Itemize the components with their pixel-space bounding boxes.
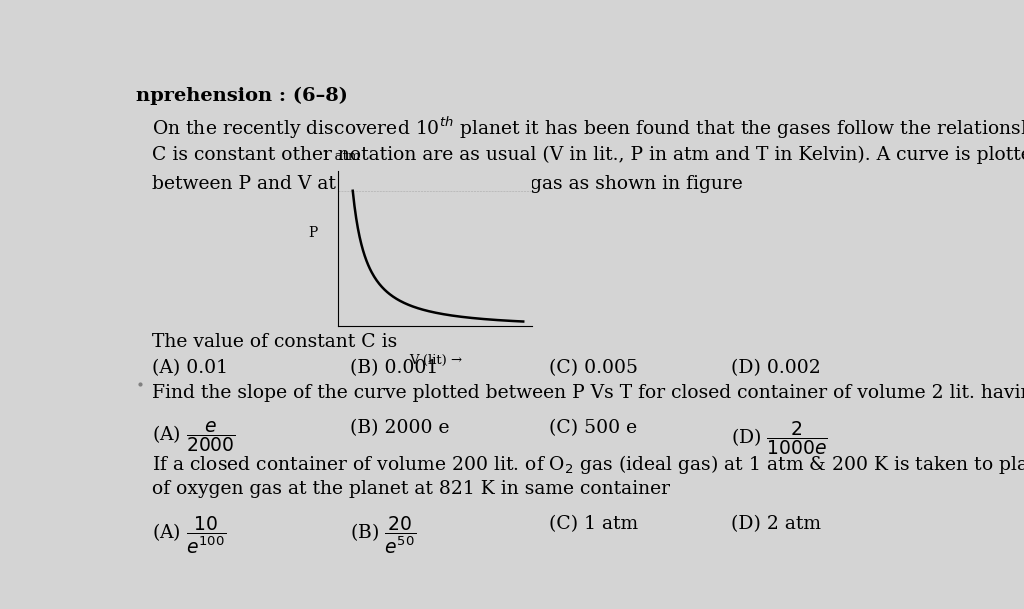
Text: (C) 500 e: (C) 500 e bbox=[549, 419, 637, 437]
Text: C is constant other notation are as usual (V in lit., P in atm and T in Kelvin).: C is constant other notation are as usua… bbox=[152, 146, 1024, 164]
Text: (B) 2000 e: (B) 2000 e bbox=[350, 419, 450, 437]
Text: (D) 0.002: (D) 0.002 bbox=[731, 359, 821, 377]
Text: Find the slope of the curve plotted between P Vs T for closed container of volum: Find the slope of the curve plotted betw… bbox=[152, 384, 1024, 401]
Text: V (lit) →: V (lit) → bbox=[409, 354, 462, 367]
Text: (C) 0.005: (C) 0.005 bbox=[549, 359, 638, 377]
Text: On the recently discovered 10$^{th}$ planet it has been found that the gases fol: On the recently discovered 10$^{th}$ pla… bbox=[152, 115, 1024, 141]
Text: The value of constant C is: The value of constant C is bbox=[152, 333, 397, 351]
Text: nprehension : (6–8): nprehension : (6–8) bbox=[136, 87, 348, 105]
Text: (B) $\dfrac{20}{e^{50}}$: (B) $\dfrac{20}{e^{50}}$ bbox=[350, 515, 417, 556]
Text: (A) 0.01: (A) 0.01 bbox=[152, 359, 227, 377]
Text: P: P bbox=[309, 226, 318, 239]
Text: If a closed container of volume 200 lit. of O$_2$ gas (ideal gas) at 1 atm & 200: If a closed container of volume 200 lit.… bbox=[152, 453, 1024, 476]
Text: (B) 0.001: (B) 0.001 bbox=[350, 359, 438, 377]
Text: (C) 1 atm: (C) 1 atm bbox=[549, 515, 638, 533]
Text: (D) 2 atm: (D) 2 atm bbox=[731, 515, 821, 533]
Text: (A) $\dfrac{e}{2000}$: (A) $\dfrac{e}{2000}$ bbox=[152, 419, 236, 454]
Text: of oxygen gas at the planet at 821 K in same container: of oxygen gas at the planet at 821 K in … bbox=[152, 480, 670, 498]
Text: 1 atm: 1 atm bbox=[323, 150, 360, 163]
Text: between P and V at 500 K & 2 moles of gas as shown in figure: between P and V at 500 K & 2 moles of ga… bbox=[152, 175, 742, 193]
Text: (A) $\dfrac{10}{e^{100}}$: (A) $\dfrac{10}{e^{100}}$ bbox=[152, 515, 226, 556]
Text: (D) $\dfrac{2}{1000e}$: (D) $\dfrac{2}{1000e}$ bbox=[731, 419, 828, 457]
